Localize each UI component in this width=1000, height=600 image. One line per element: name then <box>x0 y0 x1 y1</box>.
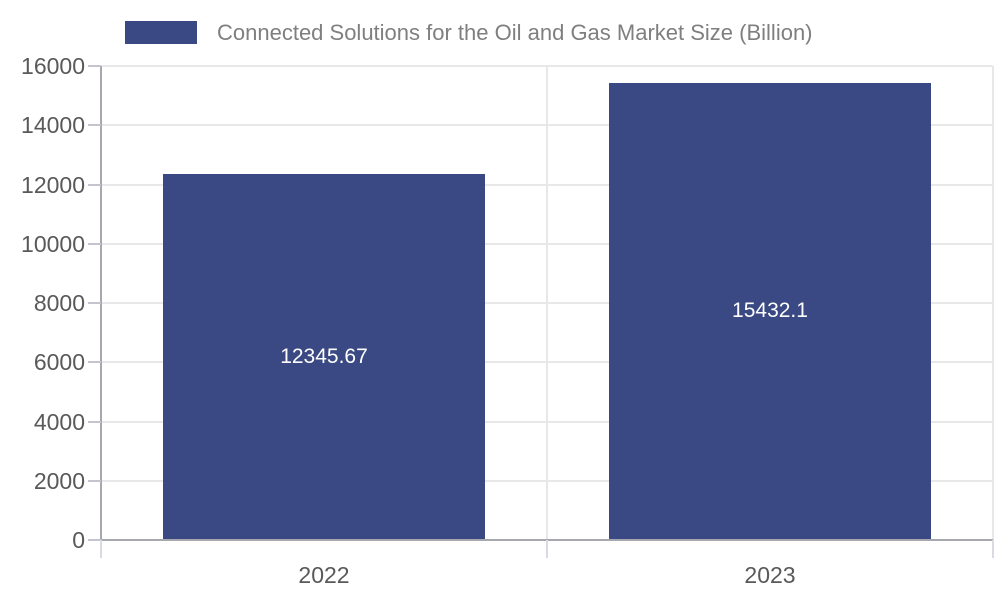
legend-swatch <box>125 21 197 44</box>
plot-area: 12345.67 15432.1 <box>101 65 994 540</box>
y-axis-tick-label: 16000 <box>21 53 85 79</box>
x-gridline <box>992 66 994 540</box>
x-axis-tick <box>100 540 102 558</box>
y-axis-tick-label: 4000 <box>33 408 85 435</box>
y-axis-tick <box>88 124 101 127</box>
bar-value-label: 12345.67 <box>280 345 368 369</box>
y-axis-tick <box>88 242 101 245</box>
y-axis-tick-label: 10000 <box>21 230 85 257</box>
bar-2023[interactable]: 15432.1 <box>609 82 931 540</box>
y-axis-tick <box>88 65 101 67</box>
y-axis-tick <box>88 361 101 364</box>
x-axis-tick <box>992 540 994 558</box>
y-axis-tick-label: 2000 <box>33 467 85 494</box>
legend-item[interactable]: Connected Solutions for the Oil and Gas … <box>125 19 813 46</box>
y-axis-tick-label: 0 <box>72 527 85 553</box>
y-axis-tick <box>88 479 101 482</box>
x-gridline <box>546 66 548 540</box>
bar-2022[interactable]: 12345.67 <box>163 174 485 540</box>
y-axis-tick <box>88 183 101 186</box>
x-axis-tick-label: 2022 <box>298 562 350 588</box>
y-axis-tick <box>88 302 101 304</box>
x-axis-tick-label: 2023 <box>744 562 796 588</box>
y-axis-tick-label: 8000 <box>33 290 85 316</box>
y-axis-tick <box>88 539 101 541</box>
legend-label: Connected Solutions for the Oil and Gas … <box>217 19 813 45</box>
y-axis-tick-label: 14000 <box>21 112 85 139</box>
y-axis-tick-label: 12000 <box>21 171 85 198</box>
bar-value-label: 15432.1 <box>732 299 808 323</box>
y-axis-tick <box>88 420 101 423</box>
y-axis-line <box>100 66 102 540</box>
y-axis-tick-label: 6000 <box>33 349 85 376</box>
x-axis-tick <box>546 540 548 558</box>
